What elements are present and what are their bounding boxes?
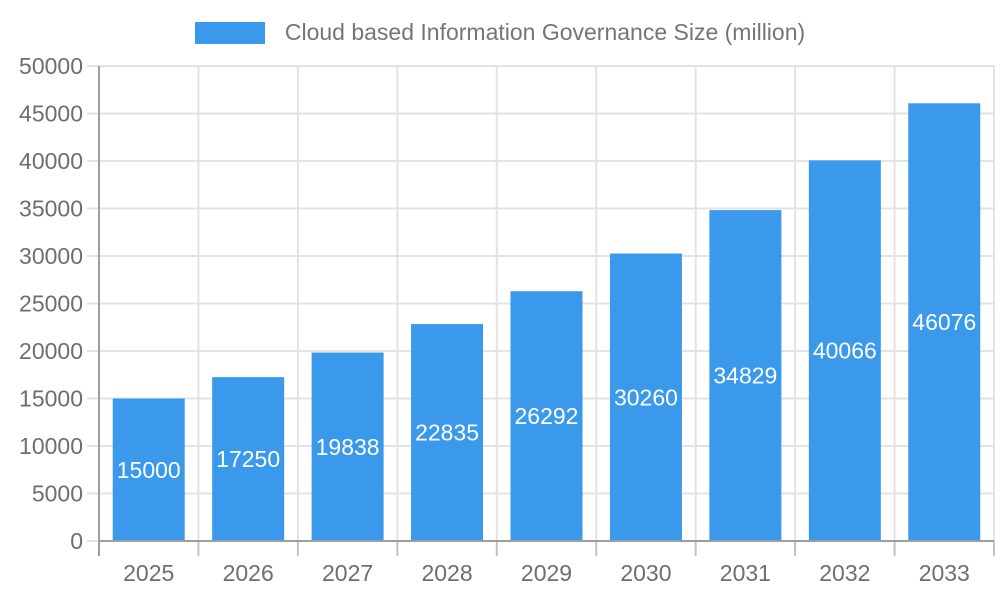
chart-legend: Cloud based Information Governance Size … xyxy=(0,21,1000,44)
bar xyxy=(510,291,583,541)
x-tick-label: 2027 xyxy=(322,560,373,586)
x-tick-label: 2028 xyxy=(421,560,472,586)
bar-value-label: 46076 xyxy=(912,309,976,335)
bar xyxy=(908,103,981,541)
y-tick-label: 10000 xyxy=(19,433,83,459)
legend-swatch xyxy=(194,21,265,44)
x-tick-label: 2031 xyxy=(720,560,771,586)
bar-value-label: 15000 xyxy=(117,457,181,483)
bar xyxy=(112,398,185,541)
y-tick-label: 20000 xyxy=(19,338,83,364)
x-tick-label: 2025 xyxy=(123,560,174,586)
y-tick-label: 25000 xyxy=(19,291,83,317)
x-tick-label: 2030 xyxy=(620,560,671,586)
y-tick-label: 30000 xyxy=(19,243,83,269)
bar-value-label: 26292 xyxy=(515,403,579,429)
legend-label: Cloud based Information Governance Size … xyxy=(284,19,806,45)
bar xyxy=(311,352,384,541)
x-tick-label: 2026 xyxy=(223,560,274,586)
y-tick-label: 50000 xyxy=(19,53,83,79)
x-tick-label: 2032 xyxy=(819,560,870,586)
bar-value-label: 22835 xyxy=(415,420,479,446)
x-tick-label: 2029 xyxy=(521,560,572,586)
bar-value-label: 34829 xyxy=(713,363,777,389)
bar xyxy=(808,160,881,542)
bar-value-label: 19838 xyxy=(316,434,380,460)
y-tick-label: 0 xyxy=(70,528,83,554)
bar xyxy=(411,324,484,541)
bar-value-label: 30260 xyxy=(614,384,678,410)
y-tick-label: 35000 xyxy=(19,196,83,222)
x-tick-label: 2033 xyxy=(919,560,970,586)
bar xyxy=(709,210,782,541)
y-tick-label: 15000 xyxy=(19,386,83,412)
bar-value-label: 17250 xyxy=(216,446,280,472)
y-tick-label: 40000 xyxy=(19,148,83,174)
bar xyxy=(609,253,682,541)
y-tick-label: 45000 xyxy=(19,101,83,127)
bar-value-label: 40066 xyxy=(813,338,877,364)
y-tick-label: 5000 xyxy=(32,481,83,507)
bar xyxy=(212,377,285,541)
